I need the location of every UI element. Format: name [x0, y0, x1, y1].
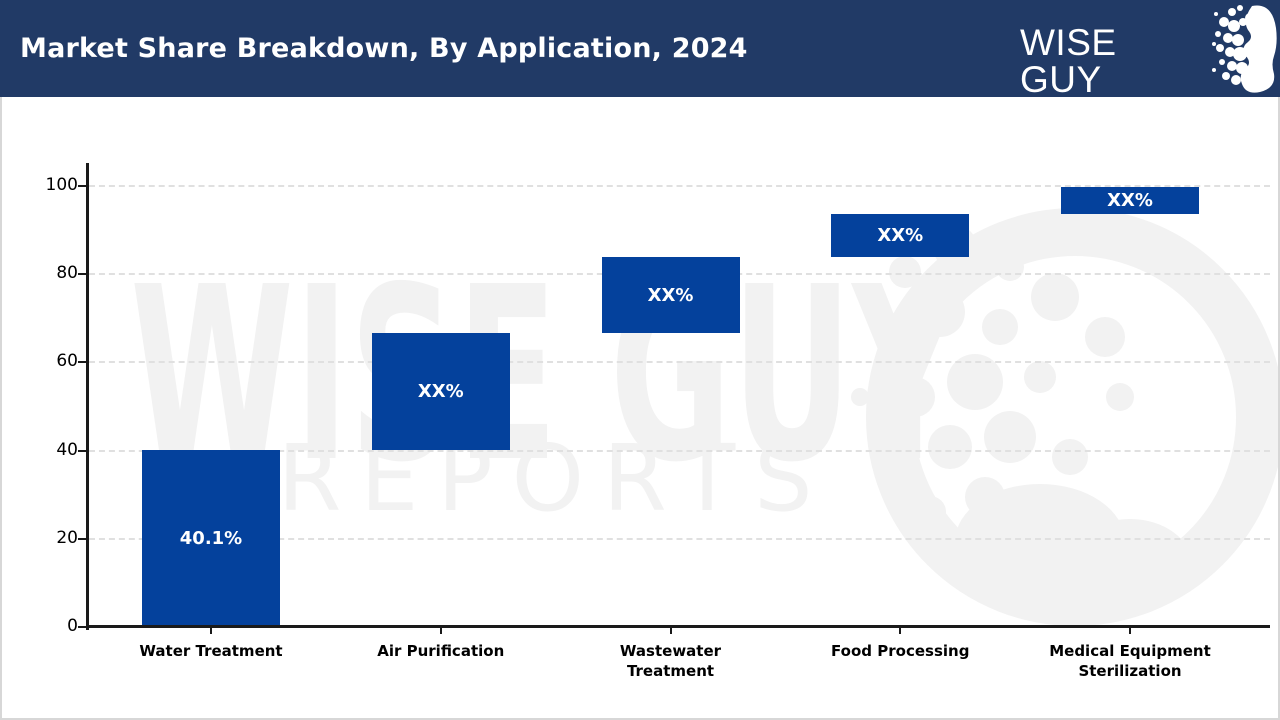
y-tick-label: 60: [56, 351, 78, 372]
y-axis: [86, 163, 89, 630]
watermark-subtext: REPORTS: [278, 425, 853, 532]
bar-value-label: XX%: [877, 224, 924, 246]
y-tick: [78, 361, 86, 364]
logo-text: WISE GUY REPORTS: [1020, 24, 1202, 117]
x-tick: [899, 627, 902, 634]
waterfall-bar: XX%: [1061, 187, 1199, 214]
x-tick: [669, 627, 672, 634]
gridline: [89, 361, 1270, 364]
logo-subtext: REPORTS: [1023, 101, 1157, 117]
header-bar: Market Share Breakdown, By Application, …: [0, 0, 1280, 117]
page-border-left: [0, 97, 2, 720]
bar-value-label: XX%: [417, 381, 464, 403]
y-tick-label: 0: [67, 616, 78, 636]
page-border-bottom: [0, 718, 1280, 720]
y-tick-label: 20: [56, 527, 78, 548]
y-tick: [78, 185, 86, 187]
waterfall-bar: XX%: [601, 257, 740, 334]
x-tick: [210, 627, 212, 634]
waterfall-bar: XX%: [831, 213, 970, 257]
x-tick: [439, 627, 442, 634]
y-tick-label: 100: [45, 175, 78, 195]
gridline: [89, 449, 1270, 452]
gridline: [89, 185, 1270, 187]
category-label: Medical Equipment Sterilization: [1049, 642, 1211, 681]
category-label: Water Treatment: [139, 642, 283, 660]
page-border-right: [1278, 97, 1280, 720]
y-tick-label: 80: [56, 263, 78, 284]
y-tick-label: 40: [56, 439, 78, 460]
x-tick: [1129, 627, 1131, 634]
waterfall-bar: XX%: [371, 333, 510, 451]
logo-face-icon: [1212, 5, 1277, 93]
logo-wordmark: WISE GUY: [1020, 22, 1117, 100]
category-label: Food Processing: [831, 642, 970, 660]
bar-value-label: XX%: [1107, 190, 1153, 212]
x-axis: [86, 625, 1270, 628]
y-tick: [78, 537, 86, 540]
waterfall-chart: WISE GUY REPORTS: [0, 97, 1280, 720]
waterfall-bar: 40.1%: [142, 450, 280, 627]
chart-title: Market Share Breakdown, By Application, …: [20, 33, 748, 64]
category-label: Wastewater Treatment: [619, 642, 722, 681]
bar-value-label: XX%: [647, 284, 694, 306]
bar-value-label: 40.1%: [179, 528, 243, 550]
y-tick: [78, 273, 86, 276]
category-label: Air Purification: [377, 642, 505, 660]
gridline: [89, 537, 1270, 540]
wise-guy-logo: WISE GUY REPORTS: [1020, 0, 1280, 117]
y-tick: [78, 449, 86, 452]
y-tick: [78, 626, 86, 628]
